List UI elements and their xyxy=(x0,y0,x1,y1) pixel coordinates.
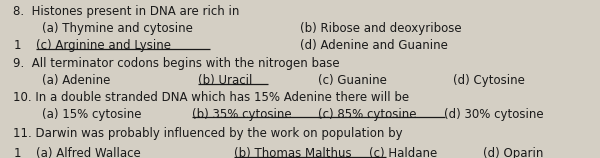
Text: (d) Cytosine: (d) Cytosine xyxy=(453,74,525,87)
Text: (a) Alfred Wallace: (a) Alfred Wallace xyxy=(36,147,141,158)
Text: (d) 30% cytosine: (d) 30% cytosine xyxy=(444,108,544,121)
Text: (a) Thymine and cytosine: (a) Thymine and cytosine xyxy=(42,22,193,35)
Text: 1: 1 xyxy=(13,39,20,52)
Text: (a) Adenine: (a) Adenine xyxy=(42,74,110,87)
Text: (d) Adenine and Guanine: (d) Adenine and Guanine xyxy=(300,39,448,52)
Text: (b) Thomas Malthus: (b) Thomas Malthus xyxy=(234,147,352,158)
Text: (c) 85% cytosine: (c) 85% cytosine xyxy=(318,108,416,121)
Text: (c) Haldane: (c) Haldane xyxy=(369,147,437,158)
Text: 8.  Histones present in DNA are rich in: 8. Histones present in DNA are rich in xyxy=(13,5,239,18)
Text: (c) Guanine: (c) Guanine xyxy=(318,74,387,87)
Text: 9.  All terminator codons begins with the nitrogen base: 9. All terminator codons begins with the… xyxy=(13,57,340,70)
Text: (b) Uracil: (b) Uracil xyxy=(198,74,253,87)
Text: 10. In a double stranded DNA which has 15% Adenine there will be: 10. In a double stranded DNA which has 1… xyxy=(13,91,409,104)
Text: 11. Darwin was probably influenced by the work on population by: 11. Darwin was probably influenced by th… xyxy=(13,127,403,140)
Text: (d) Oparin: (d) Oparin xyxy=(483,147,544,158)
Text: (a) 15% cytosine: (a) 15% cytosine xyxy=(42,108,142,121)
Text: (b) Ribose and deoxyribose: (b) Ribose and deoxyribose xyxy=(300,22,461,35)
Text: (c) Arginine and Lysine: (c) Arginine and Lysine xyxy=(36,39,171,52)
Text: (b) 35% cytosine: (b) 35% cytosine xyxy=(192,108,292,121)
Text: 1: 1 xyxy=(13,147,20,158)
